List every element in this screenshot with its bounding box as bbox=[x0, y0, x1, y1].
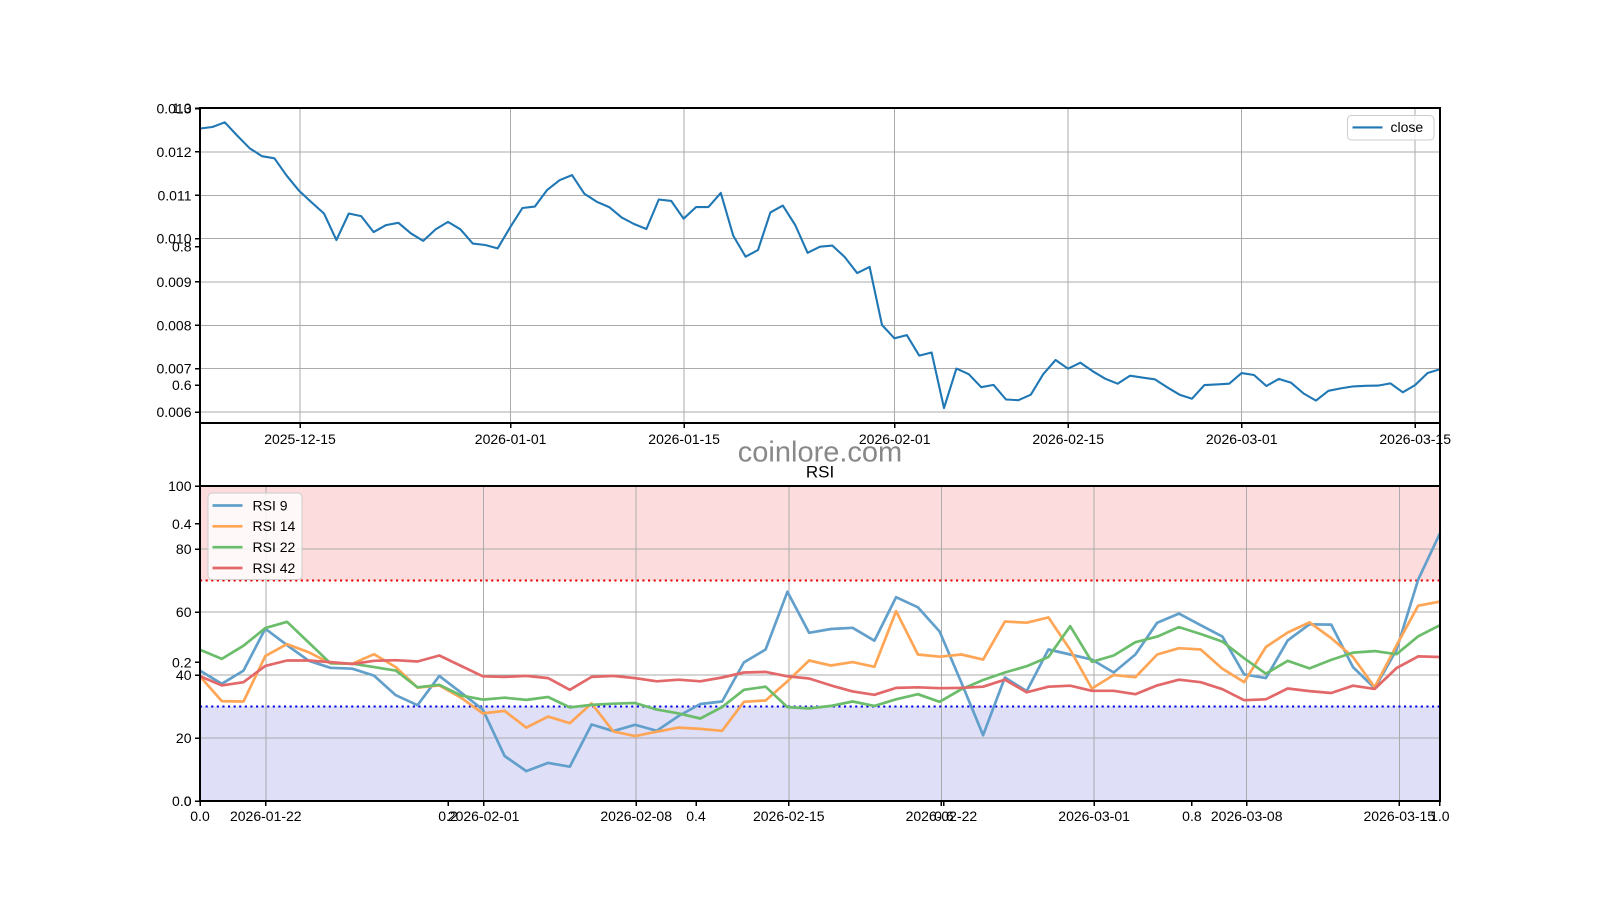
svg-text:20: 20 bbox=[176, 730, 192, 746]
svg-text:40: 40 bbox=[176, 667, 192, 683]
svg-text:2025-12-15: 2025-12-15 bbox=[264, 431, 336, 447]
svg-text:2026-01-01: 2026-01-01 bbox=[475, 431, 547, 447]
svg-text:80: 80 bbox=[176, 541, 192, 557]
svg-text:0.008: 0.008 bbox=[156, 317, 191, 333]
svg-text:RSI 9: RSI 9 bbox=[253, 497, 288, 513]
svg-text:2026-02-01: 2026-02-01 bbox=[859, 431, 931, 447]
svg-text:0.8: 0.8 bbox=[1182, 808, 1202, 824]
svg-text:RSI 42: RSI 42 bbox=[253, 560, 296, 576]
svg-text:0.012: 0.012 bbox=[156, 144, 191, 160]
svg-text:0.007: 0.007 bbox=[156, 361, 191, 377]
svg-text:2026-02-22: 2026-02-22 bbox=[906, 808, 978, 824]
svg-text:0.011: 0.011 bbox=[158, 187, 192, 203]
svg-text:0.6: 0.6 bbox=[172, 377, 192, 393]
svg-text:0.8: 0.8 bbox=[172, 239, 192, 255]
svg-text:0.0: 0.0 bbox=[172, 793, 192, 809]
svg-text:0.006: 0.006 bbox=[156, 404, 191, 420]
svg-text:0.6: 0.6 bbox=[934, 808, 954, 824]
svg-text:0.013: 0.013 bbox=[156, 101, 191, 117]
svg-text:2026-02-15: 2026-02-15 bbox=[1032, 431, 1104, 447]
svg-text:0.2: 0.2 bbox=[172, 654, 192, 670]
svg-text:0.4: 0.4 bbox=[172, 516, 192, 532]
svg-text:100: 100 bbox=[168, 478, 192, 494]
svg-text:2026-02-15: 2026-02-15 bbox=[753, 808, 825, 824]
svg-text:0.0: 0.0 bbox=[190, 808, 210, 824]
svg-text:2026-03-08: 2026-03-08 bbox=[1211, 808, 1283, 824]
svg-text:2026-01-22: 2026-01-22 bbox=[230, 808, 302, 824]
svg-text:RSI: RSI bbox=[806, 463, 834, 482]
svg-text:0.010: 0.010 bbox=[156, 231, 191, 247]
svg-text:RSI 14: RSI 14 bbox=[253, 518, 296, 534]
svg-text:0.2: 0.2 bbox=[438, 808, 458, 824]
svg-text:RSI 22: RSI 22 bbox=[253, 539, 296, 555]
svg-text:2026-01-15: 2026-01-15 bbox=[648, 431, 720, 447]
svg-text:1.0: 1.0 bbox=[172, 100, 192, 116]
svg-text:0.009: 0.009 bbox=[156, 274, 191, 290]
svg-text:coinlore.com: coinlore.com bbox=[738, 437, 902, 469]
svg-text:2026-03-01: 2026-03-01 bbox=[1058, 808, 1130, 824]
svg-text:close: close bbox=[1391, 119, 1424, 135]
svg-text:1.0: 1.0 bbox=[1430, 808, 1450, 824]
svg-text:2026-03-15: 2026-03-15 bbox=[1363, 808, 1435, 824]
svg-text:0: 0 bbox=[184, 793, 192, 809]
svg-text:2026-03-01: 2026-03-01 bbox=[1206, 431, 1278, 447]
svg-text:2026-02-01: 2026-02-01 bbox=[448, 808, 520, 824]
svg-text:60: 60 bbox=[176, 604, 192, 620]
svg-text:2026-02-08: 2026-02-08 bbox=[600, 808, 672, 824]
svg-text:2026-03-15: 2026-03-15 bbox=[1379, 431, 1451, 447]
svg-text:0.4: 0.4 bbox=[686, 808, 706, 824]
